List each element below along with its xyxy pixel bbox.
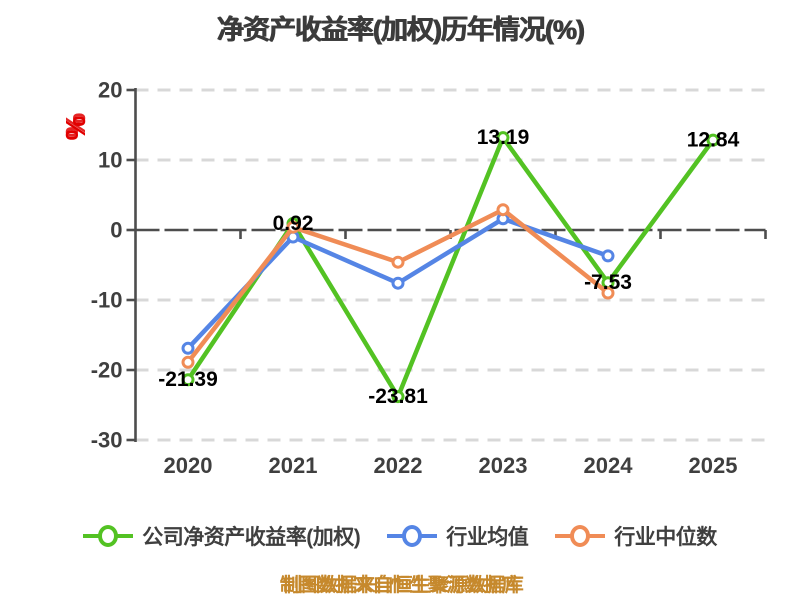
legend-item-company-roe[interactable]: 公司净资产收益率(加权) bbox=[83, 521, 361, 551]
chart-title: 净资产收益率(加权)历年情况(%) bbox=[216, 15, 585, 45]
data-point-marker bbox=[706, 133, 720, 147]
y-tick-label: 20 bbox=[98, 78, 122, 103]
x-tick-label: 2020 bbox=[164, 453, 213, 478]
x-axis-labels: 2020 2021 2022 2023 2024 2025 bbox=[164, 453, 738, 478]
data-point-label: 0.92 bbox=[273, 212, 314, 235]
legend-item-industry-average[interactable]: 行业均值 bbox=[387, 521, 529, 551]
legend-label-industry-median: 行业中位数 bbox=[614, 526, 717, 549]
y-axis: 20 10 0 -10 -20 -30 bbox=[91, 78, 137, 453]
chart-legend: 公司净资产收益率(加权) 行业均值 行业中位数 bbox=[0, 518, 800, 554]
y-tick-label: -20 bbox=[91, 358, 123, 383]
y-tick-label: -30 bbox=[91, 428, 123, 453]
data-point-marker bbox=[181, 373, 195, 387]
legend-label-company: 公司净资产收益率(加权) bbox=[142, 526, 361, 549]
data-labels: -21.39 0.92 -23.81 13.19 -7.53 12.84 bbox=[158, 126, 739, 408]
y-tick-label: 10 bbox=[98, 148, 122, 173]
data-point-marker bbox=[391, 390, 405, 404]
legend-dot-icon bbox=[402, 525, 423, 547]
data-point-marker bbox=[496, 203, 510, 217]
data-point-marker bbox=[181, 355, 195, 369]
legend-item-industry-median[interactable]: 行业中位数 bbox=[555, 521, 717, 551]
x-tick-label: 2024 bbox=[584, 453, 634, 478]
footer-note: 制图数据来自恒生聚源数据库 bbox=[279, 575, 521, 596]
data-point-label: -23.81 bbox=[368, 385, 428, 408]
x-tick-label: 2025 bbox=[689, 453, 738, 478]
y-tick-label: -10 bbox=[91, 288, 123, 313]
data-point-label: -7.53 bbox=[584, 271, 632, 294]
legend-dot-icon bbox=[98, 525, 119, 547]
legend-marker-company bbox=[83, 525, 134, 547]
x-tick-label: 2021 bbox=[269, 453, 318, 478]
legend-dot-icon bbox=[570, 525, 591, 547]
data-point-marker bbox=[286, 220, 300, 234]
data-point-marker bbox=[601, 249, 615, 263]
x-tick-label: 2023 bbox=[479, 453, 528, 478]
data-point-marker bbox=[391, 276, 405, 290]
data-point-label: -21.39 bbox=[158, 368, 218, 391]
legend-marker-industry-median bbox=[555, 525, 606, 547]
data-point-marker bbox=[601, 286, 615, 300]
data-point-marker bbox=[181, 341, 195, 355]
legend-label-industry-average: 行业均值 bbox=[446, 526, 529, 549]
data-point-label: 12.84 bbox=[687, 129, 740, 152]
data-point-label: 13.19 bbox=[477, 126, 530, 149]
y-tick-label: 0 bbox=[110, 218, 122, 243]
x-tick-label: 2022 bbox=[374, 453, 423, 478]
legend-marker-industry-average bbox=[387, 525, 438, 547]
series-2 bbox=[181, 203, 615, 369]
data-point-marker bbox=[391, 255, 405, 269]
data-point-marker bbox=[496, 131, 510, 145]
gridlines bbox=[135, 88, 767, 442]
